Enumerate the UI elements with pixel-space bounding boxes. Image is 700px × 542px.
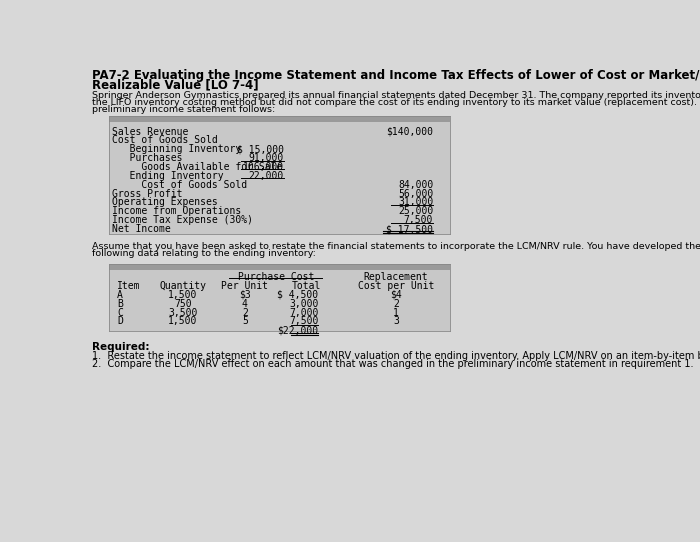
- Text: Cost per Unit: Cost per Unit: [358, 281, 434, 291]
- Text: Item: Item: [117, 281, 141, 291]
- Text: C: C: [117, 308, 122, 318]
- Text: the LIFO inventory costing method but did not compare the cost of its ending inv: the LIFO inventory costing method but di…: [92, 98, 700, 107]
- Text: Net Income: Net Income: [112, 224, 171, 234]
- Text: Goods Available for Sale: Goods Available for Sale: [112, 162, 283, 172]
- FancyBboxPatch shape: [109, 264, 450, 270]
- Text: Income from Operations: Income from Operations: [112, 207, 241, 216]
- Text: Required:: Required:: [92, 342, 150, 352]
- Text: $ 15,000: $ 15,000: [237, 144, 284, 154]
- Text: Cost of Goods Sold: Cost of Goods Sold: [112, 180, 247, 190]
- Text: 22,000: 22,000: [248, 171, 284, 181]
- Text: $ 4,500: $ 4,500: [277, 290, 318, 300]
- Text: 3,000: 3,000: [289, 299, 318, 309]
- Text: 1: 1: [393, 308, 399, 318]
- FancyBboxPatch shape: [109, 270, 450, 332]
- Text: Income Tax Expense (30%): Income Tax Expense (30%): [112, 215, 253, 225]
- Text: Realizable Value [LO 7-4]: Realizable Value [LO 7-4]: [92, 78, 259, 91]
- Text: Assume that you have been asked to restate the financial statements to incorpora: Assume that you have been asked to resta…: [92, 242, 700, 251]
- Text: A: A: [117, 290, 122, 300]
- Text: $3: $3: [239, 290, 251, 300]
- Text: B: B: [117, 299, 122, 309]
- Text: 56,000: 56,000: [398, 189, 433, 198]
- Text: $140,000: $140,000: [386, 127, 433, 137]
- Text: 106,000: 106,000: [242, 162, 284, 172]
- Text: 1,500: 1,500: [168, 290, 197, 300]
- Text: Operating Expenses: Operating Expenses: [112, 197, 218, 208]
- Text: Gross Profit: Gross Profit: [112, 189, 183, 198]
- Text: Cost of Goods Sold: Cost of Goods Sold: [112, 136, 218, 145]
- Text: 84,000: 84,000: [398, 180, 433, 190]
- Text: Sales Revenue: Sales Revenue: [112, 127, 189, 137]
- Text: Total: Total: [292, 281, 321, 291]
- Text: 7,500: 7,500: [404, 215, 433, 225]
- Text: Ending Inventory: Ending Inventory: [112, 171, 224, 181]
- Text: $22,000: $22,000: [277, 325, 318, 335]
- Text: 3: 3: [393, 317, 399, 326]
- Text: D: D: [117, 317, 122, 326]
- Text: Quantity: Quantity: [160, 281, 206, 291]
- Text: 7,500: 7,500: [289, 317, 318, 326]
- Text: 5: 5: [242, 317, 248, 326]
- Text: preliminary income statement follows:: preliminary income statement follows:: [92, 105, 275, 114]
- Text: 1.  Restate the income statement to reflect LCM/NRV valuation of the ending inve: 1. Restate the income statement to refle…: [92, 351, 700, 362]
- Text: Purchase Cost: Purchase Cost: [237, 272, 314, 282]
- Text: Per Unit: Per Unit: [221, 281, 268, 291]
- Text: Purchases: Purchases: [112, 153, 183, 163]
- Text: $ 17,500: $ 17,500: [386, 224, 433, 234]
- FancyBboxPatch shape: [109, 116, 450, 122]
- Text: Beginning Inventory: Beginning Inventory: [112, 144, 241, 154]
- Text: following data relating to the ending inventory:: following data relating to the ending in…: [92, 249, 316, 258]
- Text: 7,000: 7,000: [289, 308, 318, 318]
- Text: 91,000: 91,000: [248, 153, 284, 163]
- Text: 2: 2: [242, 308, 248, 318]
- Text: 2.  Compare the LCM/NRV effect on each amount that was changed in the preliminar: 2. Compare the LCM/NRV effect on each am…: [92, 359, 694, 369]
- Text: 750: 750: [174, 299, 192, 309]
- Text: 2: 2: [393, 299, 399, 309]
- Text: 4: 4: [242, 299, 248, 309]
- Text: PA7-2 Evaluating the Income Statement and Income Tax Effects of Lower of Cost or: PA7-2 Evaluating the Income Statement an…: [92, 69, 700, 82]
- Text: 31,000: 31,000: [398, 197, 433, 208]
- Text: 3,500: 3,500: [168, 308, 197, 318]
- FancyBboxPatch shape: [109, 122, 450, 235]
- Text: 1,500: 1,500: [168, 317, 197, 326]
- Text: $4: $4: [390, 290, 402, 300]
- Text: Replacement: Replacement: [363, 272, 428, 282]
- Text: Springer Anderson Gymnastics prepared its annual financial statements dated Dece: Springer Anderson Gymnastics prepared it…: [92, 91, 700, 100]
- Text: 25,000: 25,000: [398, 207, 433, 216]
